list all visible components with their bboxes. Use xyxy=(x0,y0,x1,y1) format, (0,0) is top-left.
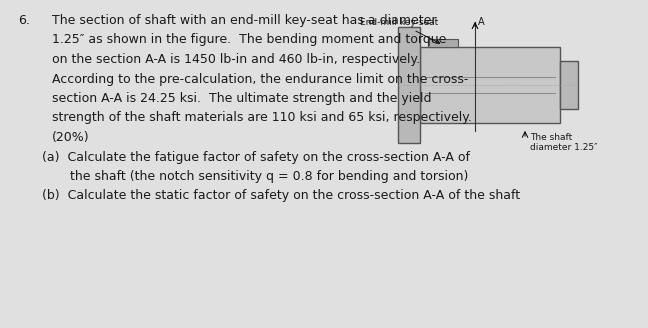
Text: 6.: 6. xyxy=(18,14,30,27)
Text: the shaft (the notch sensitivity q = 0.8 for bending and torsion): the shaft (the notch sensitivity q = 0.8… xyxy=(42,170,469,183)
Text: (a)  Calculate the fatigue factor of safety on the cross-section A-A of: (a) Calculate the fatigue factor of safe… xyxy=(42,151,470,163)
Text: The section of shaft with an end-mill key-seat has a diameter: The section of shaft with an end-mill ke… xyxy=(52,14,437,27)
Bar xyxy=(428,39,458,47)
Bar xyxy=(398,27,420,143)
Text: (b)  Calculate the static factor of safety on the cross-section A-A of the shaft: (b) Calculate the static factor of safet… xyxy=(42,190,520,202)
Text: A: A xyxy=(478,17,485,27)
Text: on the section A-A is 1450 lb-in and 460 lb-in, respectively.: on the section A-A is 1450 lb-in and 460… xyxy=(52,53,420,66)
Text: strength of the shaft materials are 110 ksi and 65 ksi, respectively.: strength of the shaft materials are 110 … xyxy=(52,112,472,125)
Bar xyxy=(420,47,560,123)
Text: section A-A is 24.25 ksi.  The ultimate strength and the yield: section A-A is 24.25 ksi. The ultimate s… xyxy=(52,92,432,105)
Text: According to the pre-calculation, the endurance limit on the cross-: According to the pre-calculation, the en… xyxy=(52,72,469,86)
Text: 1.25″ as shown in the figure.  The bending moment and torque: 1.25″ as shown in the figure. The bendin… xyxy=(52,33,446,47)
Text: diameter 1.25″: diameter 1.25″ xyxy=(530,143,597,152)
Text: The shaft: The shaft xyxy=(530,133,572,142)
Bar xyxy=(560,61,578,109)
Text: End-mill key-seat: End-mill key-seat xyxy=(360,18,440,43)
Text: (20%): (20%) xyxy=(52,131,89,144)
